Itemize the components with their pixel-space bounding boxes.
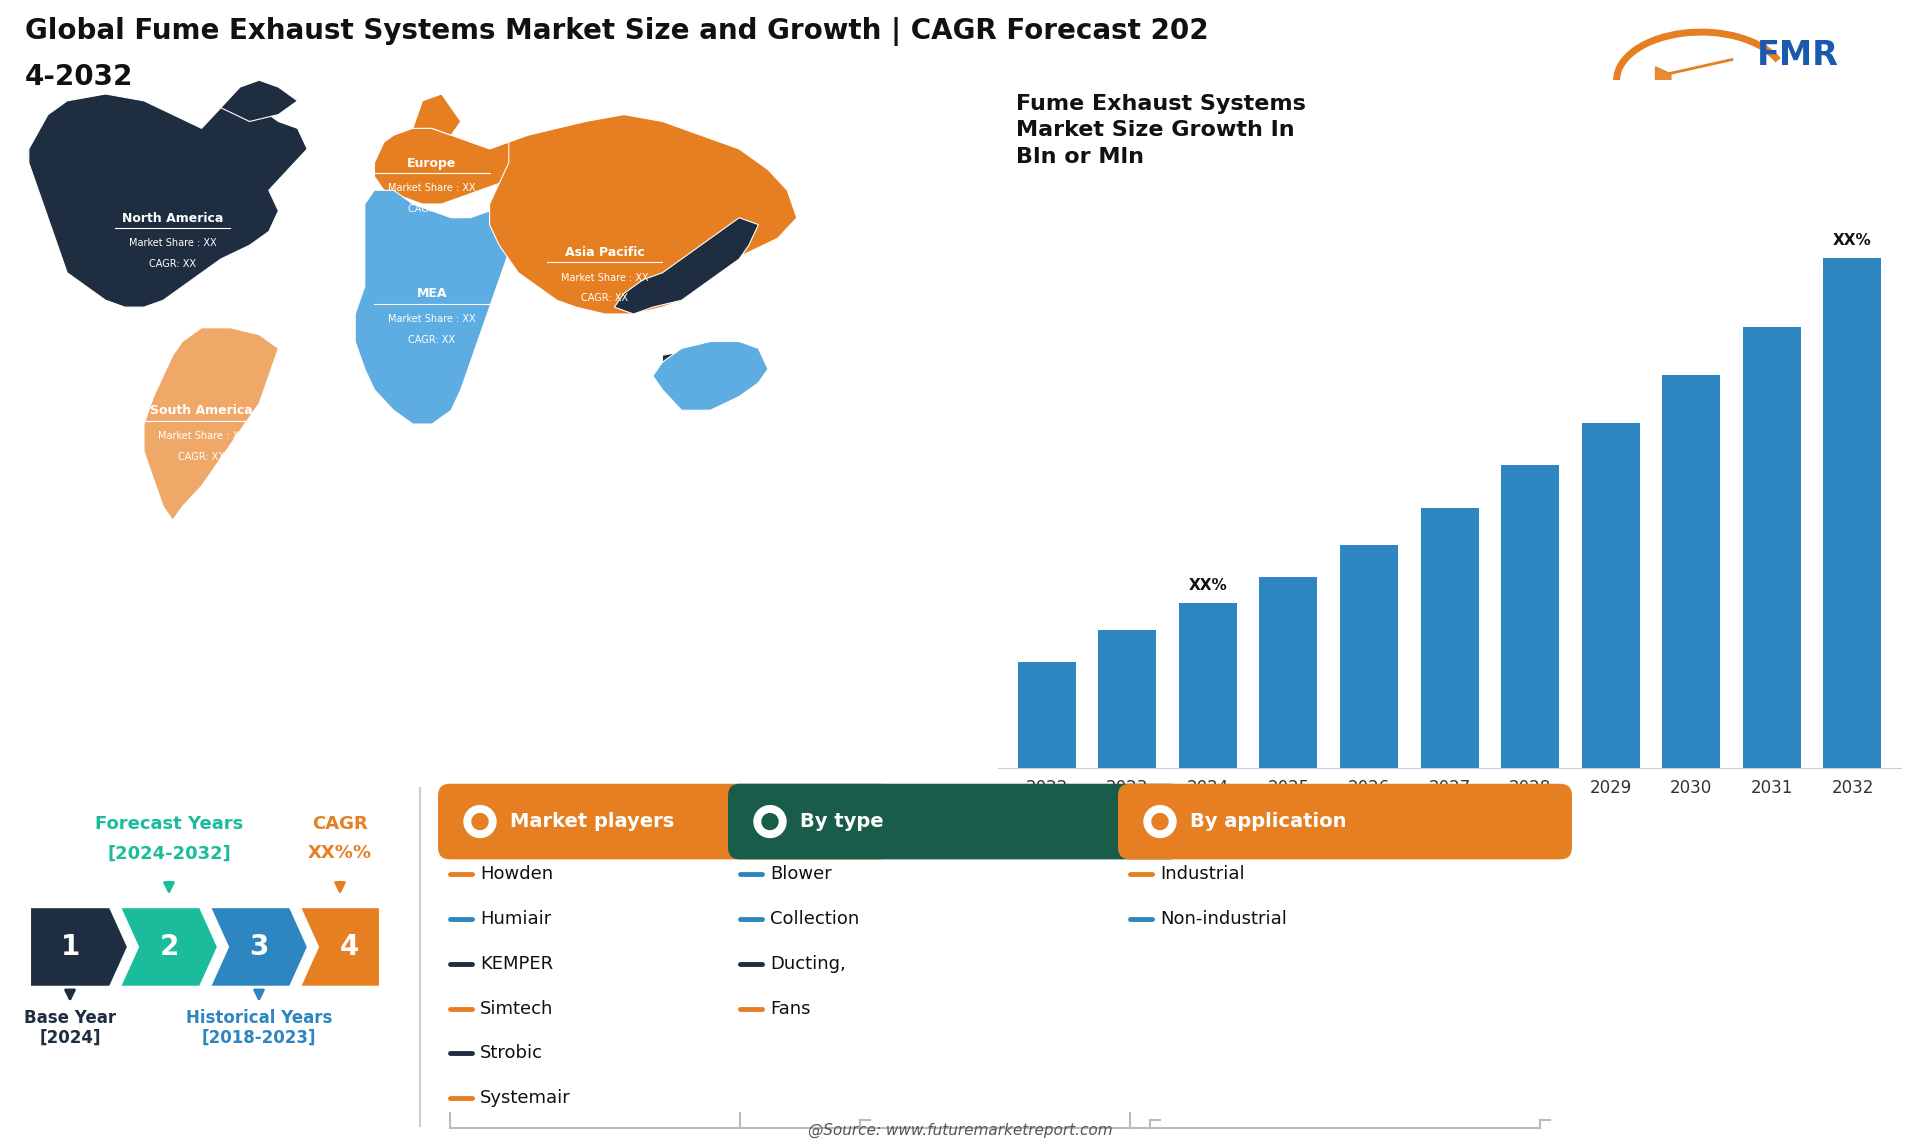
Bar [1663, 375, 1720, 768]
Polygon shape [209, 908, 307, 987]
Text: 1: 1 [60, 933, 79, 961]
Bar [1340, 545, 1398, 768]
Bar [1582, 423, 1640, 768]
Polygon shape [653, 342, 768, 410]
Text: @Source: www.futuremarketreport.com: @Source: www.futuremarketreport.com [808, 1123, 1112, 1138]
Text: Fume Exhaust Systems
Market Size Growth In
Bln or Mln: Fume Exhaust Systems Market Size Growth … [1016, 94, 1306, 167]
Text: North America: North America [123, 212, 223, 225]
Text: Fans: Fans [770, 999, 810, 1018]
Polygon shape [490, 115, 797, 314]
Text: By type: By type [801, 813, 883, 831]
Text: CAGR: XX: CAGR: XX [150, 259, 196, 269]
Text: Industrial: Industrial [1160, 865, 1244, 884]
Text: Asia Pacific: Asia Pacific [564, 246, 645, 259]
Text: Historical Years: Historical Years [186, 1008, 332, 1027]
Circle shape [465, 806, 495, 838]
Text: [2024-2032]: [2024-2032] [108, 845, 230, 862]
Text: Ducting,: Ducting, [770, 955, 845, 973]
Text: Strobic: Strobic [480, 1044, 543, 1062]
Bar [1179, 603, 1236, 768]
Polygon shape [119, 908, 219, 987]
Circle shape [472, 814, 488, 830]
Polygon shape [300, 908, 380, 987]
Polygon shape [662, 342, 739, 376]
Polygon shape [29, 94, 307, 307]
Circle shape [762, 814, 778, 830]
Text: Europe: Europe [407, 157, 457, 170]
Text: Simtech: Simtech [480, 999, 553, 1018]
Text: CAGR: XX: CAGR: XX [409, 204, 455, 214]
Text: [2024]: [2024] [38, 1029, 100, 1046]
Text: Market Share : XX: Market Share : XX [388, 314, 476, 324]
Text: KEMPER: KEMPER [480, 955, 553, 973]
Text: Blower: Blower [770, 865, 831, 884]
Text: Systemair: Systemair [480, 1089, 570, 1107]
Polygon shape [144, 328, 278, 520]
Text: Market Share : XX: Market Share : XX [388, 183, 476, 194]
Polygon shape [221, 80, 298, 121]
Polygon shape [374, 128, 528, 204]
Text: Howden: Howden [480, 865, 553, 884]
Bar [1260, 576, 1317, 768]
Text: Non-industrial: Non-industrial [1160, 910, 1286, 928]
Polygon shape [413, 94, 461, 135]
Text: By application: By application [1190, 813, 1346, 831]
Text: [2018-2023]: [2018-2023] [202, 1029, 317, 1046]
Circle shape [755, 806, 785, 838]
Text: XX%%: XX%% [307, 845, 372, 862]
Bar [1098, 630, 1156, 768]
Bar [1743, 328, 1801, 768]
Polygon shape [31, 908, 129, 987]
Text: Base Year: Base Year [23, 1008, 115, 1027]
Bar [1018, 661, 1075, 768]
Text: XX%: XX% [1834, 233, 1872, 248]
Polygon shape [614, 218, 758, 314]
Text: Market Share : XX: Market Share : XX [129, 238, 217, 249]
Text: Market players: Market players [511, 813, 674, 831]
Bar [1824, 259, 1882, 768]
FancyBboxPatch shape [728, 784, 1183, 860]
Text: XX%: XX% [1188, 578, 1227, 592]
Text: South America: South America [150, 405, 253, 417]
Text: 2: 2 [159, 933, 179, 961]
Circle shape [1144, 806, 1175, 838]
Text: MEA: MEA [417, 288, 447, 300]
Text: Market Share : XX: Market Share : XX [157, 431, 246, 441]
Text: Forecast Years: Forecast Years [94, 815, 244, 832]
Text: FMR: FMR [1757, 39, 1837, 72]
FancyBboxPatch shape [1117, 784, 1572, 860]
Polygon shape [355, 190, 528, 424]
Text: 3: 3 [250, 933, 269, 961]
Text: Humiair: Humiair [480, 910, 551, 928]
Text: Market Share : XX: Market Share : XX [561, 273, 649, 283]
Text: FUTURE MARKET REPORT: FUTURE MARKET REPORT [1757, 83, 1853, 92]
Text: Global Fume Exhaust Systems Market Size and Growth | CAGR Forecast 202: Global Fume Exhaust Systems Market Size … [25, 17, 1208, 46]
Circle shape [1152, 814, 1167, 830]
Text: CAGR: XX: CAGR: XX [582, 293, 628, 304]
Text: Collection: Collection [770, 910, 860, 928]
Text: 4-2032: 4-2032 [25, 63, 132, 91]
Text: CAGR: XX: CAGR: XX [179, 452, 225, 462]
Text: CAGR: XX: CAGR: XX [409, 335, 455, 345]
FancyBboxPatch shape [438, 784, 893, 860]
Bar [1501, 465, 1559, 768]
Text: CAGR: CAGR [313, 815, 369, 832]
Bar [1421, 508, 1478, 768]
Text: 4: 4 [340, 933, 359, 961]
